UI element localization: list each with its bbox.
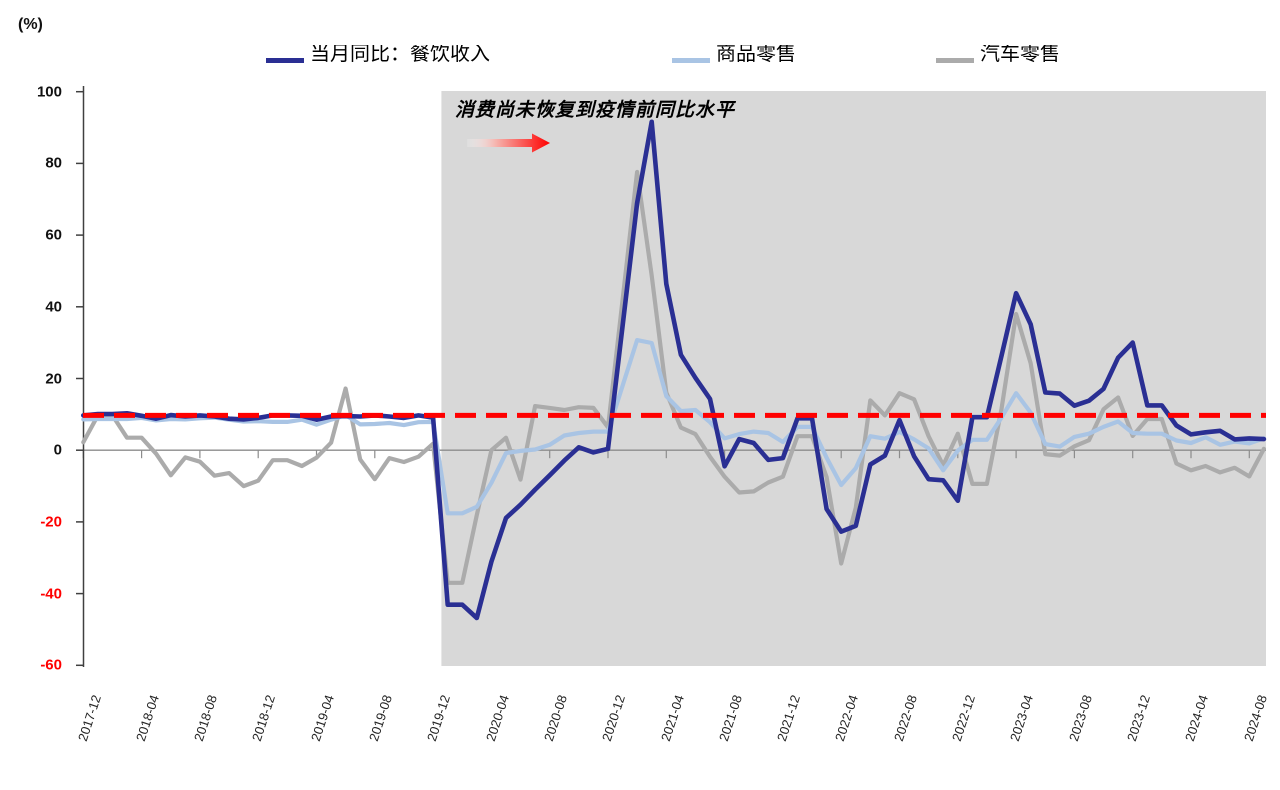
- y-axis-tick-label: 80: [45, 154, 62, 172]
- goods-line-swatch: [672, 57, 710, 63]
- gradient-right-arrow-icon: [467, 133, 550, 153]
- y-axis-tick-label: -20: [40, 513, 62, 531]
- y-axis-unit-label: (%): [18, 16, 43, 33]
- legend-label-goods: 商品零售: [716, 45, 796, 65]
- legend-label-auto: 汽车零售: [980, 45, 1060, 65]
- auto-line-swatch: [936, 57, 974, 63]
- annotation-text: 消费尚未恢复到疫情前同比水平: [455, 100, 736, 121]
- y-axis-tick-label: 40: [45, 298, 62, 316]
- legend: 当月同比：餐饮收入 商品零售 汽车零售: [0, 45, 1280, 69]
- y-axis-tick-label: 20: [45, 370, 62, 387]
- legend-label-catering: 当月同比：餐饮收入: [310, 45, 490, 65]
- y-axis-tick-label: 0: [53, 441, 62, 459]
- legend-item-goods: 商品零售: [672, 45, 796, 69]
- legend-item-catering: 当月同比：餐饮收入: [266, 45, 490, 69]
- catering-line-swatch: [266, 57, 304, 63]
- y-axis-tick-label: 60: [45, 226, 62, 244]
- y-axis-tick-label: 100: [36, 83, 62, 101]
- series-goods-line: [81, 338, 1266, 516]
- y-axis-tick-label: -60: [40, 656, 62, 674]
- y-axis-tick-label: -40: [40, 585, 62, 603]
- legend-item-auto: 汽车零售: [936, 45, 1060, 69]
- shaded-region-pandemic: [441, 91, 1266, 666]
- series-auto-line: [81, 169, 1266, 585]
